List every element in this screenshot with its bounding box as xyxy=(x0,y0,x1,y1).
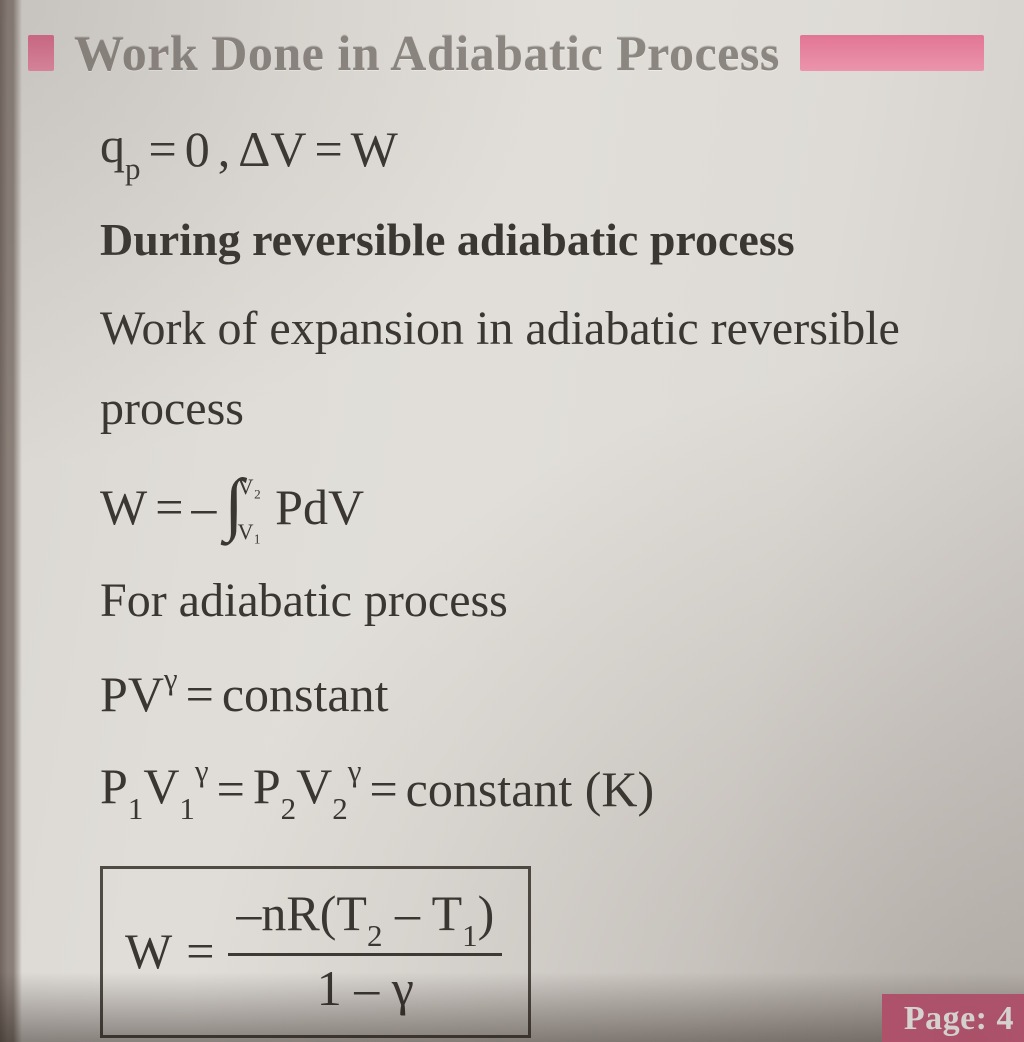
eq1-w: W xyxy=(351,120,398,178)
eq4-V2: V xyxy=(296,758,332,814)
eq3-eq: = xyxy=(186,665,214,723)
eq4-V1: V xyxy=(143,758,179,814)
equation-p1v1-p2v2: P1V1γ = P2V2γ = constant (K) xyxy=(100,757,944,822)
content-block: qp = 0 , ΔV = W During reversible adiaba… xyxy=(100,116,944,1038)
eq1-comma: , xyxy=(218,120,231,178)
eq4-P1: P xyxy=(100,758,128,814)
boxed-W: W xyxy=(125,922,172,980)
boxed-den-minus: – xyxy=(342,960,392,1016)
boxed-den-1: 1 xyxy=(317,960,342,1016)
eq4-eq1: = xyxy=(217,760,245,818)
eq4-g2: γ xyxy=(348,753,362,788)
boxed-num-T1sub: 1 xyxy=(462,918,478,953)
boxed-num-T2: T xyxy=(336,885,367,941)
integral-upper: V₂ xyxy=(238,475,262,498)
eq2-integrand: PdV xyxy=(275,478,364,536)
eq4-P2sub: 2 xyxy=(281,791,297,826)
equation-qp: qp = 0 , ΔV = W xyxy=(100,116,944,181)
boxed-num-close: ) xyxy=(478,885,495,941)
subheading: During reversible adiabatic process xyxy=(100,211,944,269)
eq4-V2sub: 2 xyxy=(332,791,348,826)
integral-limits: V₂ V₁ xyxy=(238,475,262,543)
left-bleed-shadow xyxy=(0,0,22,1042)
section-heading: Work Done in Adiabatic Process xyxy=(74,24,780,82)
eq3-lhs: PVγ xyxy=(100,665,178,723)
equation-integral: W = – ∫ V₂ V₁ PdV xyxy=(100,473,944,541)
eq3-P: P xyxy=(100,666,128,722)
boxed-fraction: –nR(T2 – T1) 1 – γ xyxy=(228,887,502,1015)
eq4-eq2: = xyxy=(369,760,397,818)
eq4-g1: γ xyxy=(195,753,209,788)
eq2-eq: = xyxy=(155,478,183,536)
eq4-p1v1: P1V1γ xyxy=(100,757,209,822)
paragraph-work-expansion-l2: process xyxy=(100,379,944,439)
boxed-result: W = –nR(T2 – T1) 1 – γ xyxy=(100,866,531,1038)
eq4-constk: constant (K) xyxy=(406,760,655,818)
boxed-eq: = xyxy=(186,922,214,980)
boxed-inner: W = –nR(T2 – T1) 1 – γ xyxy=(125,887,502,1015)
page-badge-label: Page: xyxy=(904,1000,988,1037)
heading-bar-left xyxy=(28,35,54,71)
boxed-denominator: 1 – γ xyxy=(309,962,422,1015)
eq2-W: W xyxy=(100,478,147,536)
boxed-den-gamma: γ xyxy=(392,960,414,1016)
boxed-num-neg: – xyxy=(236,885,261,941)
eq2-P: P xyxy=(275,479,303,535)
eq4-P1sub: 1 xyxy=(128,791,144,826)
eq1-zero: 0 xyxy=(185,120,210,178)
eq3-V: V xyxy=(128,666,164,722)
eq1-eq1: = xyxy=(149,120,177,178)
textbook-page: Work Done in Adiabatic Process qp = 0 , … xyxy=(0,0,1024,1042)
eq2-integral: ∫ V₂ V₁ xyxy=(224,473,261,541)
eq3-const: constant xyxy=(222,665,389,723)
boxed-num-open: ( xyxy=(320,885,337,941)
equation-pvgamma: PVγ = constant xyxy=(100,665,944,723)
boxed-num-minus: – xyxy=(382,885,431,941)
paragraph-work-expansion-l1: Work of expansion in adiabatic reversibl… xyxy=(100,299,944,359)
eq2-d: d xyxy=(303,479,328,535)
eq1-q: q xyxy=(100,117,125,173)
page-badge-number: 4 xyxy=(997,1000,1015,1037)
page-badge: Page: 4 xyxy=(882,994,1024,1042)
eq1-q-sub: p xyxy=(125,151,141,186)
boxed-fraction-bar xyxy=(228,953,502,956)
eq1-qp: qp xyxy=(100,116,141,181)
boxed-num-T2sub: 2 xyxy=(367,918,383,953)
paragraph-for-adiabatic: For adiabatic process xyxy=(100,571,944,631)
section-heading-row: Work Done in Adiabatic Process xyxy=(28,24,984,82)
eq2-V: V xyxy=(328,479,364,535)
heading-bar-right xyxy=(800,35,984,71)
boxed-numerator: –nR(T2 – T1) xyxy=(228,887,502,948)
eq4-P2: P xyxy=(253,758,281,814)
integral-lower: V₁ xyxy=(238,520,262,543)
boxed-num-nR: nR xyxy=(261,885,319,941)
eq4-p2v2: P2V2γ xyxy=(253,757,362,822)
boxed-num-T1: T xyxy=(432,885,463,941)
eq4-V1sub: 1 xyxy=(179,791,195,826)
eq3-gamma: γ xyxy=(164,661,178,696)
eq1-dv: ΔV xyxy=(238,120,306,178)
eq2-neg: – xyxy=(191,478,216,536)
eq1-eq2: = xyxy=(314,120,342,178)
